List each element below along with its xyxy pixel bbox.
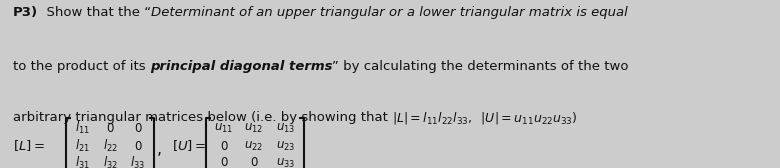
Text: $l_{32}$: $l_{32}$ [102,155,118,168]
Text: $u_{12}$: $u_{12}$ [244,121,264,135]
Text: $l_{11}$: $l_{11}$ [75,120,90,136]
Text: $u_{23}$: $u_{23}$ [276,139,296,153]
Text: $0$: $0$ [105,121,115,135]
Text: Show that the “: Show that the “ [38,6,151,19]
Text: principal diagonal terms: principal diagonal terms [150,60,332,73]
Text: $0$: $0$ [220,139,229,153]
Text: $0$: $0$ [250,157,258,168]
Text: $0$: $0$ [133,139,142,153]
Text: ,: , [157,142,162,158]
Text: arbitrary triangular matrices below (i.e. by showing that: arbitrary triangular matrices below (i.e… [13,111,392,124]
Text: $l_{33}$: $l_{33}$ [130,155,146,168]
Text: $[U]=$: $[U]=$ [172,139,206,154]
Text: ” by calculating the determinants of the two: ” by calculating the determinants of the… [332,60,629,73]
Text: $0$: $0$ [133,121,142,135]
Text: P3): P3) [13,6,38,19]
Text: $u_{22}$: $u_{22}$ [244,139,264,153]
Text: $u_{33}$: $u_{33}$ [276,156,296,168]
Text: $u_{11}$: $u_{11}$ [215,121,233,135]
Text: $[L]=$: $[L]=$ [13,139,45,154]
Text: $l_{21}$: $l_{21}$ [75,138,90,154]
Text: $|L|=l_{11}l_{22}l_{33},\;\;|U|=u_{11}u_{22}u_{33}$): $|L|=l_{11}l_{22}l_{33},\;\;|U|=u_{11}u_… [392,110,578,126]
Text: $l_{31}$: $l_{31}$ [75,155,90,168]
Text: $u_{13}$: $u_{13}$ [276,121,296,135]
Text: $l_{22}$: $l_{22}$ [102,138,118,154]
Text: $0$: $0$ [220,157,229,168]
Text: to the product of its: to the product of its [13,60,150,73]
Text: Determinant of an upper triangular or a lower triangular matrix is equal: Determinant of an upper triangular or a … [151,6,628,19]
